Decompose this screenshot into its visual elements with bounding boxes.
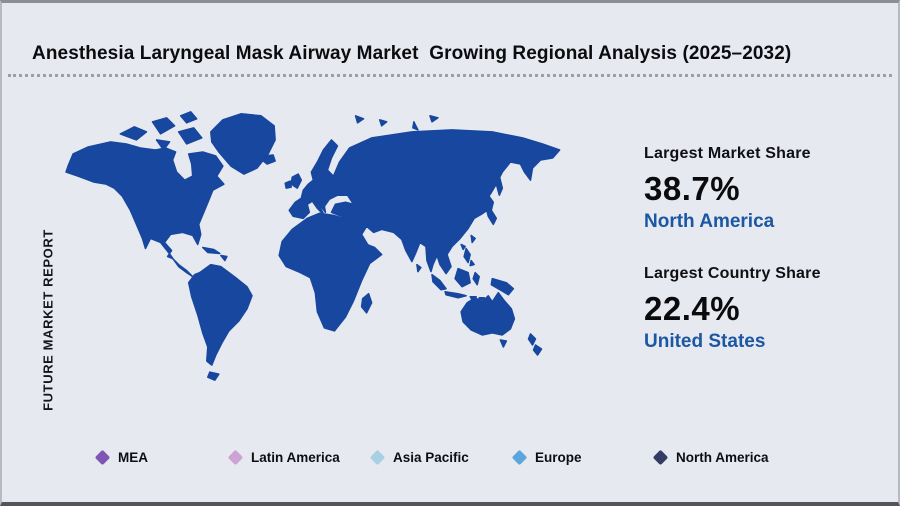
world-map (60, 91, 628, 409)
stat-label: Largest Country Share (644, 265, 821, 282)
legend-dot-icon (94, 449, 111, 466)
legend-label: North America (676, 450, 769, 465)
legend-dot-icon (652, 449, 669, 466)
page-title: Anesthesia Laryngeal Mask Airway Market … (32, 43, 792, 64)
stat-label: Largest Market Share (644, 145, 811, 162)
legend-item-north-america: North America (652, 449, 769, 466)
legend-label: Latin America (251, 450, 340, 465)
stat-region: United States (644, 331, 766, 352)
stat-value: 38.7% (644, 170, 741, 207)
dotted-separator (8, 74, 892, 77)
stat-largest-market-share: Largest Market Share 38.7% North America (644, 145, 894, 233)
brand-label: FUTURE MARKET REPORT (40, 229, 56, 411)
legend-item-latin-america: Latin America (227, 449, 340, 466)
legend-dot-icon (369, 449, 386, 466)
legend-item-mea: MEA (94, 449, 148, 466)
legend-label: Asia Pacific (393, 450, 469, 465)
legend-label: MEA (118, 450, 148, 465)
stat-largest-country-share: Largest Country Share 22.4% United State… (644, 265, 894, 353)
legend-dot-icon (511, 449, 528, 466)
stat-region: North America (644, 211, 775, 232)
stat-value: 22.4% (644, 290, 741, 327)
legend-item-europe: Europe (511, 449, 582, 466)
world-map-landmass (65, 111, 561, 381)
legend-dot-icon (227, 449, 244, 466)
legend-label: Europe (535, 450, 582, 465)
world-map-svg (65, 111, 561, 381)
legend-item-asia-pacific: Asia Pacific (369, 449, 469, 466)
